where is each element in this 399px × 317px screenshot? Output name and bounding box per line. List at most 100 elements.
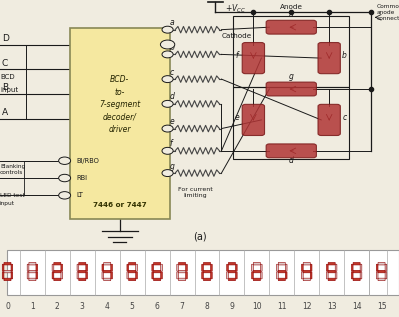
- Text: (a): (a): [193, 232, 206, 242]
- Text: A: A: [2, 108, 8, 117]
- FancyBboxPatch shape: [318, 104, 340, 135]
- FancyBboxPatch shape: [186, 272, 187, 279]
- Circle shape: [162, 100, 173, 107]
- Circle shape: [162, 51, 173, 58]
- FancyBboxPatch shape: [177, 272, 178, 279]
- FancyBboxPatch shape: [154, 262, 161, 265]
- FancyBboxPatch shape: [310, 272, 312, 279]
- FancyBboxPatch shape: [186, 264, 187, 271]
- Text: 6: 6: [155, 302, 160, 311]
- FancyBboxPatch shape: [27, 272, 29, 279]
- Text: f: f: [170, 139, 172, 148]
- Text: b: b: [342, 51, 347, 60]
- Text: 11: 11: [277, 302, 286, 311]
- Text: Cathode: Cathode: [221, 33, 252, 39]
- FancyBboxPatch shape: [54, 270, 61, 273]
- FancyBboxPatch shape: [353, 278, 360, 281]
- FancyBboxPatch shape: [29, 278, 36, 281]
- FancyBboxPatch shape: [2, 272, 4, 279]
- Text: c: c: [170, 68, 174, 77]
- FancyBboxPatch shape: [227, 264, 228, 271]
- FancyBboxPatch shape: [211, 272, 212, 279]
- FancyBboxPatch shape: [152, 264, 154, 271]
- Text: BCD-
to-
7-segment
decoder/
driver: BCD- to- 7-segment decoder/ driver: [99, 75, 140, 134]
- FancyBboxPatch shape: [154, 278, 161, 281]
- FancyBboxPatch shape: [77, 264, 79, 271]
- Text: 9: 9: [229, 302, 234, 311]
- FancyBboxPatch shape: [242, 42, 265, 74]
- FancyBboxPatch shape: [252, 272, 253, 279]
- FancyBboxPatch shape: [378, 278, 385, 281]
- FancyBboxPatch shape: [178, 270, 186, 273]
- FancyBboxPatch shape: [102, 264, 104, 271]
- FancyBboxPatch shape: [261, 264, 262, 271]
- FancyBboxPatch shape: [326, 264, 328, 271]
- Circle shape: [162, 170, 173, 177]
- FancyBboxPatch shape: [235, 264, 237, 271]
- FancyBboxPatch shape: [77, 272, 79, 279]
- Text: 7: 7: [180, 302, 184, 311]
- Text: LT: LT: [77, 192, 83, 198]
- Text: c: c: [342, 113, 346, 122]
- FancyBboxPatch shape: [266, 144, 316, 158]
- Text: f: f: [235, 51, 238, 60]
- Text: e: e: [170, 117, 174, 126]
- FancyBboxPatch shape: [127, 264, 128, 271]
- FancyBboxPatch shape: [303, 270, 310, 273]
- FancyBboxPatch shape: [136, 272, 137, 279]
- FancyBboxPatch shape: [278, 270, 285, 273]
- FancyBboxPatch shape: [278, 262, 285, 265]
- FancyBboxPatch shape: [128, 262, 136, 265]
- FancyBboxPatch shape: [277, 264, 278, 271]
- FancyBboxPatch shape: [328, 278, 335, 281]
- Circle shape: [59, 191, 71, 199]
- Text: BI/RBO: BI/RBO: [77, 158, 99, 164]
- FancyBboxPatch shape: [104, 278, 111, 281]
- Text: 5: 5: [130, 302, 134, 311]
- FancyBboxPatch shape: [79, 278, 86, 281]
- FancyBboxPatch shape: [104, 270, 111, 273]
- Circle shape: [59, 157, 71, 165]
- FancyBboxPatch shape: [378, 262, 385, 265]
- FancyBboxPatch shape: [353, 270, 360, 273]
- FancyBboxPatch shape: [360, 264, 362, 271]
- FancyBboxPatch shape: [253, 270, 261, 273]
- FancyBboxPatch shape: [61, 264, 63, 271]
- FancyBboxPatch shape: [352, 272, 353, 279]
- FancyBboxPatch shape: [52, 264, 54, 271]
- Text: 3: 3: [80, 302, 85, 311]
- FancyBboxPatch shape: [278, 278, 285, 281]
- FancyBboxPatch shape: [227, 272, 228, 279]
- FancyBboxPatch shape: [303, 278, 310, 281]
- FancyBboxPatch shape: [136, 264, 137, 271]
- FancyBboxPatch shape: [27, 264, 29, 271]
- FancyBboxPatch shape: [128, 278, 136, 281]
- FancyBboxPatch shape: [285, 264, 287, 271]
- FancyBboxPatch shape: [54, 278, 61, 281]
- FancyBboxPatch shape: [36, 264, 38, 271]
- Text: 1: 1: [30, 302, 35, 311]
- FancyBboxPatch shape: [228, 270, 235, 273]
- Text: input: input: [0, 201, 15, 206]
- Text: Blanking
controls: Blanking controls: [0, 164, 25, 175]
- Text: 15: 15: [377, 302, 386, 311]
- FancyBboxPatch shape: [277, 272, 278, 279]
- FancyBboxPatch shape: [285, 272, 287, 279]
- Text: D: D: [2, 34, 9, 43]
- FancyBboxPatch shape: [235, 272, 237, 279]
- FancyBboxPatch shape: [161, 272, 162, 279]
- Text: 12: 12: [302, 302, 312, 311]
- Text: Common-
anode
connections: Common- anode connections: [377, 4, 399, 21]
- FancyBboxPatch shape: [335, 272, 337, 279]
- FancyBboxPatch shape: [378, 270, 385, 273]
- FancyBboxPatch shape: [11, 264, 13, 271]
- Text: b: b: [170, 43, 174, 52]
- FancyBboxPatch shape: [178, 262, 186, 265]
- FancyBboxPatch shape: [29, 262, 36, 265]
- FancyBboxPatch shape: [328, 262, 335, 265]
- FancyBboxPatch shape: [228, 262, 235, 265]
- FancyBboxPatch shape: [102, 272, 104, 279]
- FancyBboxPatch shape: [161, 264, 162, 271]
- Circle shape: [162, 125, 173, 132]
- FancyBboxPatch shape: [111, 272, 113, 279]
